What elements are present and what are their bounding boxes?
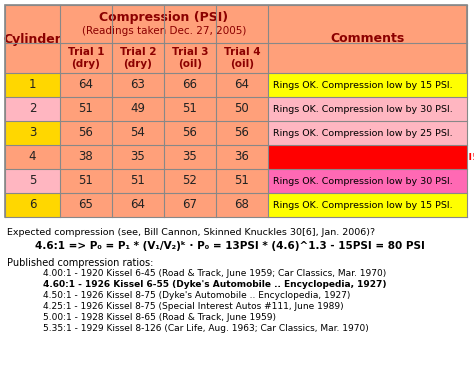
Text: Trial 2
(dry): Trial 2 (dry): [120, 47, 156, 69]
Bar: [216, 121, 268, 145]
Text: 49: 49: [130, 103, 146, 115]
Text: 4.50:1 - 1926 Kissel 8-75 (Dyke's Automobile .. Encyclopedia, 1927): 4.50:1 - 1926 Kissel 8-75 (Dyke's Automo…: [43, 291, 350, 300]
Text: Cylinder: Cylinder: [4, 32, 62, 45]
Text: Rings OK. Compression low by 25 PSI.: Rings OK. Compression low by 25 PSI.: [273, 128, 453, 138]
Text: 65: 65: [79, 199, 93, 211]
Text: 67: 67: [182, 199, 198, 211]
Bar: [112, 97, 164, 121]
Text: Published compression ratios:: Published compression ratios:: [7, 258, 154, 268]
Text: 63: 63: [130, 79, 146, 92]
Text: Trial 3
(oil): Trial 3 (oil): [172, 47, 208, 69]
Text: 5: 5: [29, 175, 36, 187]
Bar: [268, 121, 467, 145]
Text: 51: 51: [235, 175, 249, 187]
Text: 5.00:1 - 1928 Kissel 8-65 (Road & Track, June 1959): 5.00:1 - 1928 Kissel 8-65 (Road & Track,…: [43, 313, 276, 322]
Text: Rings OK. Compression low by 30 PSI.: Rings OK. Compression low by 30 PSI.: [273, 104, 453, 114]
Text: 38: 38: [79, 151, 93, 163]
Bar: [216, 73, 268, 97]
Text: 1: 1: [29, 79, 36, 92]
Text: 2: 2: [29, 103, 36, 115]
Text: Expected compression (see, Bill Cannon, Skinned Knuckles 30[6], Jan. 2006)?: Expected compression (see, Bill Cannon, …: [7, 228, 375, 237]
Bar: [216, 97, 268, 121]
Bar: [60, 121, 112, 145]
Bar: [60, 97, 112, 121]
Text: 68: 68: [235, 199, 249, 211]
Bar: [60, 73, 112, 97]
Bar: [5, 145, 60, 169]
Bar: [5, 73, 60, 97]
Bar: [5, 97, 60, 121]
Text: 51: 51: [182, 103, 198, 115]
Bar: [268, 145, 467, 169]
Bar: [60, 145, 112, 169]
Bar: [164, 145, 216, 169]
Text: 3: 3: [29, 127, 36, 139]
Bar: [60, 193, 112, 217]
Bar: [164, 121, 216, 145]
Text: Rings OK. Compression low by 15 PSI.: Rings OK. Compression low by 15 PSI.: [273, 80, 453, 90]
Text: 64: 64: [79, 79, 93, 92]
Text: 36: 36: [235, 151, 249, 163]
Text: 64: 64: [235, 79, 249, 92]
Text: 56: 56: [182, 127, 198, 139]
Text: 56: 56: [235, 127, 249, 139]
Text: 4.25:1 - 1926 Kissel 8-75 (Special Interest Autos #111, June 1989): 4.25:1 - 1926 Kissel 8-75 (Special Inter…: [43, 302, 344, 311]
Text: 4.00:1 - 1920 Kissel 6-45 (Road & Track, June 1959; Car Classics, Mar. 1970): 4.00:1 - 1920 Kissel 6-45 (Road & Track,…: [43, 269, 386, 278]
Bar: [216, 169, 268, 193]
Bar: [5, 121, 60, 145]
Bar: [112, 193, 164, 217]
Bar: [164, 169, 216, 193]
Text: Trial 4
(oil): Trial 4 (oil): [224, 47, 260, 69]
Text: Comments: Comments: [330, 32, 405, 45]
Text: 4.6:1 => P₀ = P₁ * (V₁/V₂)ᵏ · P₀ = 13PSI * (4.6)^1.3 - 15PSI = 80 PSI: 4.6:1 => P₀ = P₁ * (V₁/V₂)ᵏ · P₀ = 13PSI…: [35, 241, 425, 251]
Text: 50: 50: [235, 103, 249, 115]
Text: 51: 51: [79, 175, 93, 187]
Text: 35: 35: [182, 151, 197, 163]
Bar: [164, 73, 216, 97]
Text: 56: 56: [79, 127, 93, 139]
Bar: [112, 145, 164, 169]
Text: 35: 35: [131, 151, 146, 163]
Text: Rings OK. Compression low by 30 PSI.: Rings OK. Compression low by 30 PSI.: [273, 176, 453, 186]
Bar: [60, 169, 112, 193]
Text: Rings OK. Compression low by 15 PSI.: Rings OK. Compression low by 15 PSI.: [273, 200, 453, 210]
Bar: [268, 73, 467, 97]
Text: 51: 51: [130, 175, 146, 187]
Text: 4: 4: [29, 151, 36, 163]
Text: 5.35:1 - 1929 Kissel 8-126 (Car Life, Aug. 1963; Car Classics, Mar. 1970): 5.35:1 - 1929 Kissel 8-126 (Car Life, Au…: [43, 324, 369, 333]
Text: 6: 6: [29, 199, 36, 211]
Bar: [112, 73, 164, 97]
Bar: [5, 193, 60, 217]
Text: Trial 1
(dry): Trial 1 (dry): [68, 47, 104, 69]
Text: 54: 54: [130, 127, 146, 139]
Text: Rings OK. Compression low by 45 PSI!: Rings OK. Compression low by 45 PSI!: [273, 152, 474, 162]
Bar: [216, 145, 268, 169]
Text: (Readings taken Dec. 27, 2005): (Readings taken Dec. 27, 2005): [82, 26, 246, 36]
Bar: [5, 5, 467, 217]
Bar: [268, 97, 467, 121]
Text: Compression (PSI): Compression (PSI): [100, 10, 228, 24]
Text: 4.60:1 - 1926 Kissel 6-55 (Dyke's Automobile .. Encyclopedia, 1927): 4.60:1 - 1926 Kissel 6-55 (Dyke's Automo…: [43, 280, 386, 289]
Bar: [112, 121, 164, 145]
Bar: [164, 193, 216, 217]
Text: 52: 52: [182, 175, 198, 187]
Bar: [164, 97, 216, 121]
Bar: [268, 169, 467, 193]
Text: 51: 51: [79, 103, 93, 115]
Bar: [112, 169, 164, 193]
Text: 64: 64: [130, 199, 146, 211]
Bar: [5, 169, 60, 193]
Bar: [216, 193, 268, 217]
Bar: [268, 193, 467, 217]
Text: 66: 66: [182, 79, 198, 92]
